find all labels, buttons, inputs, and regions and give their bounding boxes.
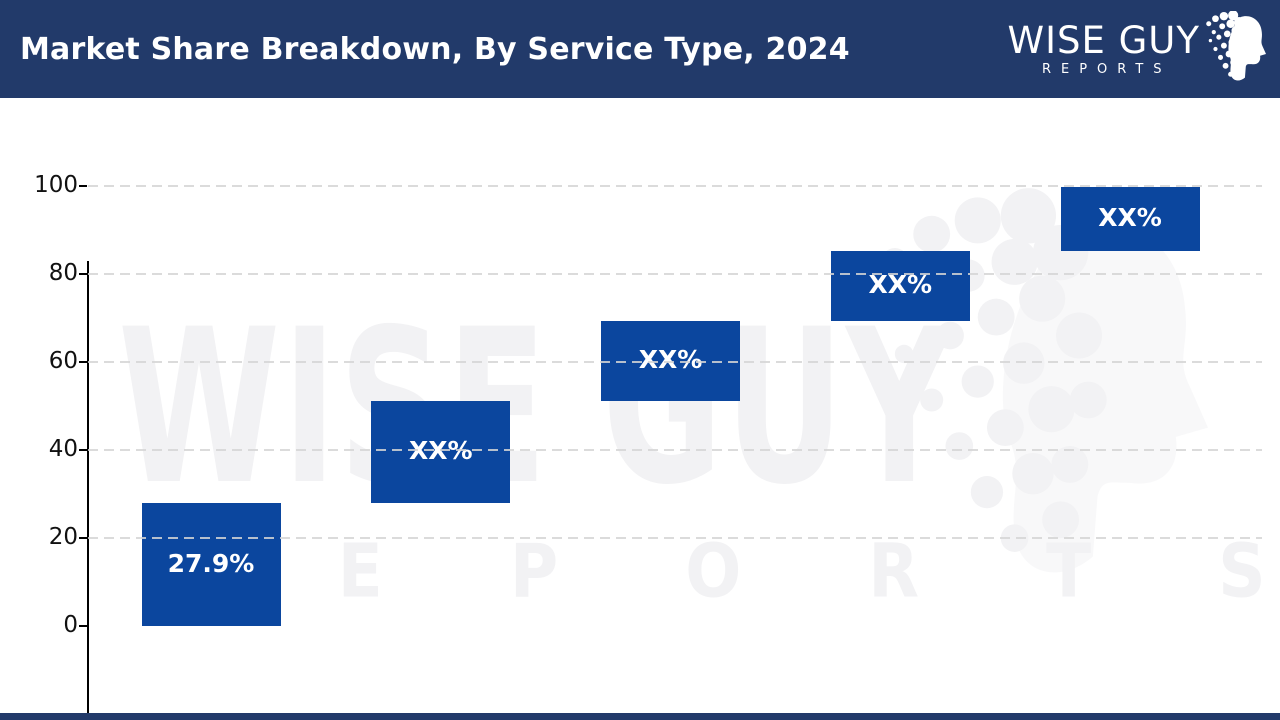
y-axis-tick-label: 60 [48,348,78,374]
wiseguy-head-icon [1206,11,1266,81]
y-axis-tick-label: 20 [48,524,78,550]
bar-search-engine-marketing: XX% [371,401,511,504]
wiseguy-logo-name: WISE GUY [1007,18,1200,62]
y-axis-tick-label: 100 [34,172,78,198]
bar-affiliate-marketing: XX% [1060,186,1200,251]
y-axis-tick [79,185,87,187]
y-axis-tick [79,625,87,627]
wiseguy-logo: WISE GUY REPORTS [1008,0,1266,98]
gridline [88,537,1262,539]
bar-social-media-advertising: XX% [601,320,740,402]
wiseguy-logo-text: WISE GUY REPORTS [1008,22,1200,77]
y-axis-tick [79,537,87,539]
page-title: Market Share Breakdown, By Service Type,… [20,31,850,67]
y-axis-tick [79,361,87,363]
y-axis-tick [79,449,87,451]
gridline [88,449,1262,451]
bar-value-label: 27.9% [167,548,255,578]
y-axis-tick-label: 40 [48,436,78,462]
y-axis-tick-label: 80 [48,260,78,286]
footer-bar [0,713,1280,720]
y-axis-line [87,261,89,720]
gridline [88,185,1262,187]
gridline [88,361,1262,363]
bar-value-label: XX% [638,344,703,374]
wiseguy-logo-subtitle: REPORTS [1041,61,1172,77]
bar-display-advertising: XX% [830,250,970,321]
waterfall-chart: 02040608010027.9%ProgrammaticAdvertising… [0,98,1280,720]
bar-programmatic-advertising: 27.9% [141,503,281,626]
header-bar: Market Share Breakdown, By Service Type,… [0,0,1280,98]
bar-value-label: XX% [1098,202,1162,232]
y-axis-tick-label: 0 [63,612,78,638]
y-axis-tick [79,273,87,275]
gridline [88,273,1262,275]
